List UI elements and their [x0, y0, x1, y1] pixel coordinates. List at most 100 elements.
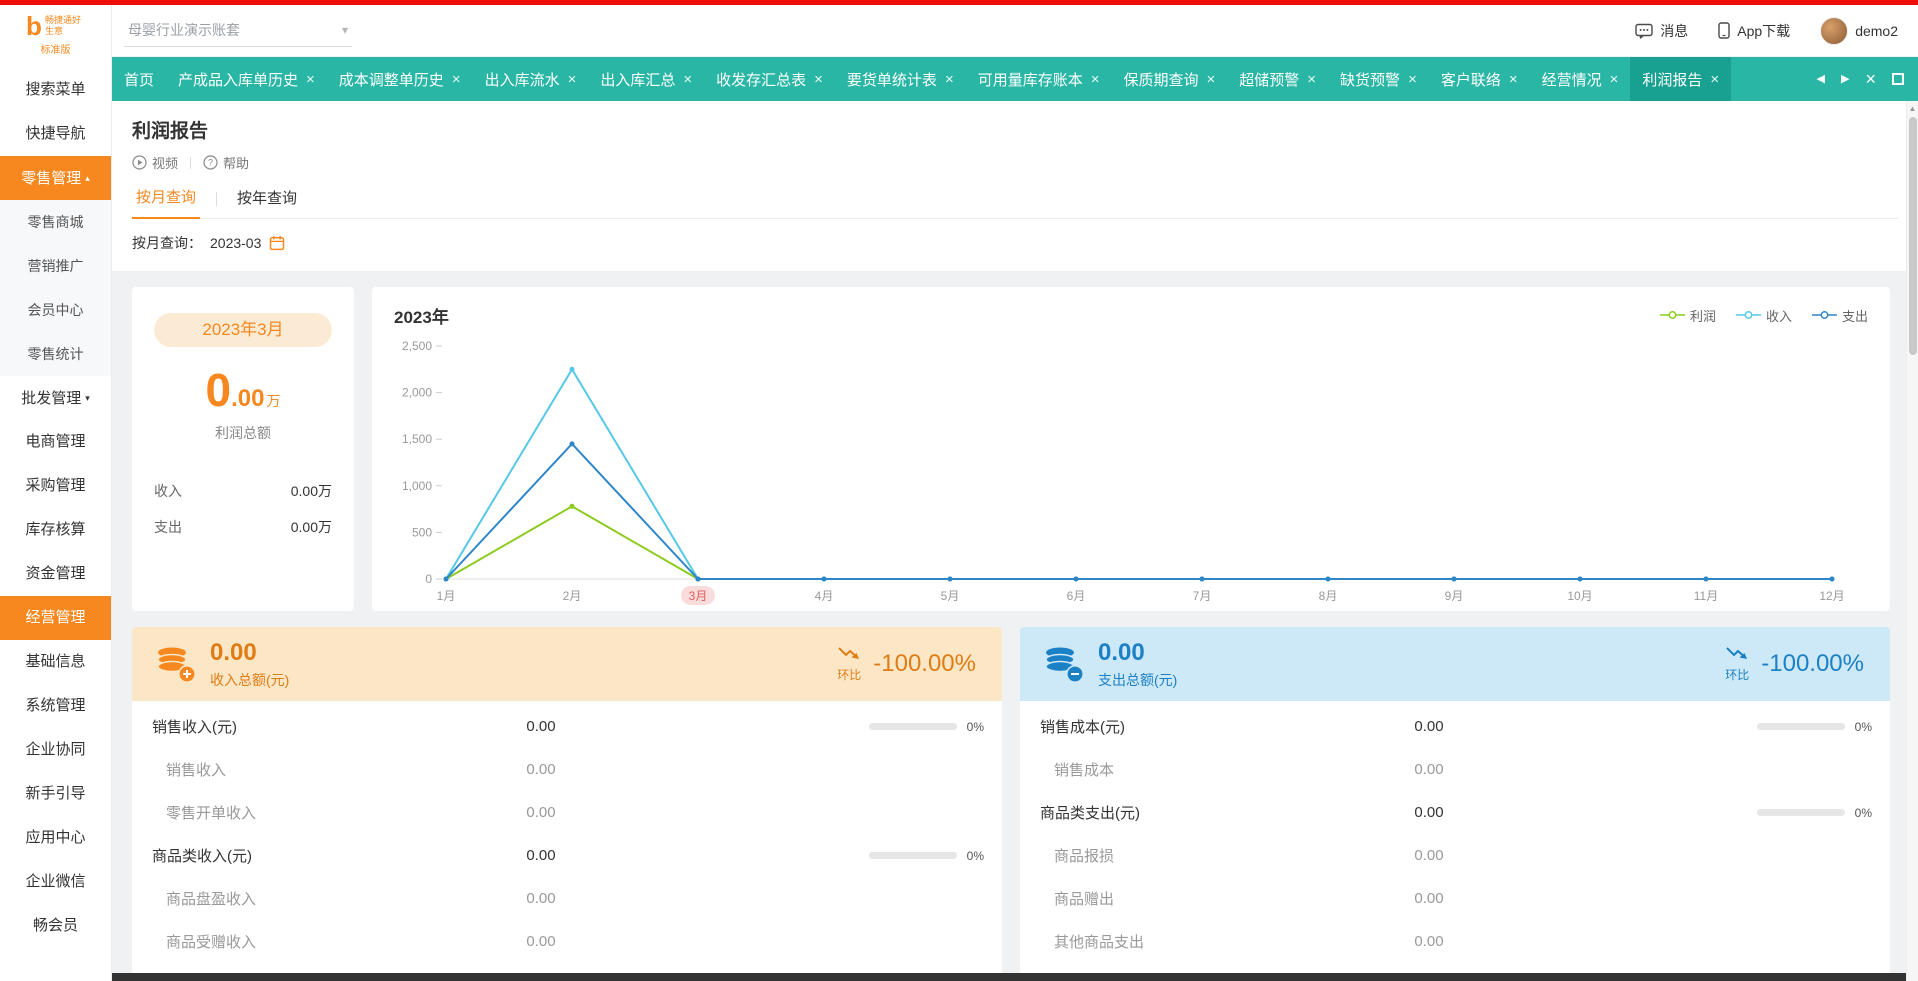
svg-text:?: ?	[208, 158, 213, 168]
sidebar-item-15[interactable]: 系统管理	[0, 684, 111, 728]
tab-close-icon[interactable]: ×	[1206, 70, 1216, 88]
tab-label: 客户联络	[1440, 71, 1501, 89]
sidebar-item-label: 批发管理	[21, 390, 82, 407]
sidebar-item-20[interactable]: 畅会员	[0, 904, 111, 948]
row-label: 收入	[154, 483, 182, 499]
calendar-icon[interactable]	[269, 235, 285, 251]
sidebar-item-14[interactable]: 基础信息	[0, 640, 111, 684]
scroll-up-arrow-icon[interactable]: ▲	[1908, 104, 1917, 113]
percent-label: 0%	[966, 719, 984, 734]
sidebar-item-16[interactable]: 企业协同	[0, 728, 111, 772]
tab-label: 产成品入库单历史	[178, 71, 299, 89]
legend-item-3[interactable]: 支出	[1811, 306, 1868, 325]
sidebar-item-2[interactable]: 快捷导航	[0, 112, 111, 156]
tab-item-11[interactable]: 缺货预警 ×	[1328, 57, 1429, 101]
sidebar-item-13[interactable]: 经营管理	[0, 596, 111, 640]
tab-item-7[interactable]: 要货单统计表 ×	[835, 57, 966, 101]
horizontal-scrollbar[interactable]	[112, 973, 1906, 981]
profit-total-unit: 万	[266, 393, 281, 409]
tab-yearly-query[interactable]: 按年查询	[237, 190, 298, 207]
sidebar-item-17[interactable]: 新手引导	[0, 772, 111, 816]
tab-close-icon[interactable]: ×	[306, 70, 315, 88]
sidebar-item-1[interactable]: 搜索菜单	[0, 68, 111, 112]
tab-monthly-query[interactable]: 按月查询	[132, 186, 201, 219]
stat-row: 其他商品支出 0.00	[1020, 920, 1890, 963]
sidebar-item-label: 基础信息	[25, 653, 86, 670]
tab-scroll-left-icon[interactable]: ◀	[1816, 72, 1826, 85]
legend-item-1[interactable]: 利润	[1659, 306, 1716, 325]
sidebar-item-label: 企业协同	[25, 741, 86, 758]
expense-rows: 销售成本(元) 0.00 0% 销售成本 0.00 商品类支出(元) 0.00 0% 商品报损 0…	[1020, 701, 1890, 981]
sidebar-item-10[interactable]: 采购管理	[0, 464, 111, 508]
row-extra: 0%	[1722, 806, 1872, 820]
sidebar-item-9[interactable]: 电商管理	[0, 420, 111, 464]
tab-item-1[interactable]: 首页	[112, 57, 166, 101]
scrollbar-thumb[interactable]	[1909, 117, 1917, 355]
svg-text:1月: 1月	[437, 589, 456, 603]
tab-label: 收发存汇总表	[716, 71, 807, 89]
sidebar-item-8[interactable]: 批发管理 ▾	[0, 376, 111, 420]
sidebar-item-19[interactable]: 企业微信	[0, 860, 111, 904]
tab-close-icon[interactable]: ×	[451, 70, 461, 88]
tab-item-13[interactable]: 经营情况 ×	[1530, 57, 1631, 101]
message-bubble-icon	[1635, 23, 1653, 39]
row-label: 支出	[154, 519, 182, 535]
sidebar-item-11[interactable]: 库存核算	[0, 508, 111, 552]
topbar-actions: 消息 App下载 demo2	[1635, 16, 1898, 45]
tab-item-4[interactable]: 出入库流水 ×	[473, 57, 589, 101]
fullscreen-icon[interactable]	[1892, 73, 1904, 85]
tab-item-14[interactable]: 利润报告 ×	[1630, 57, 1732, 101]
brand-logo-icon: b	[26, 11, 42, 41]
tab-close-icon[interactable]: ×	[1508, 70, 1518, 88]
tab-close-icon[interactable]: ×	[1609, 70, 1619, 88]
row-extra: 0%	[1722, 720, 1872, 734]
tab-item-12[interactable]: 客户联络 ×	[1429, 57, 1530, 101]
row-value: 0.00	[1414, 718, 1444, 735]
summary-rows: 收入 0.00万 支出 0.00万	[154, 481, 332, 537]
close-tabs-icon[interactable]: ×	[1865, 69, 1876, 89]
tab-item-10[interactable]: 超储预警 ×	[1227, 57, 1328, 101]
tab-item-2[interactable]: 产成品入库单历史 ×	[166, 57, 327, 101]
brand-logo[interactable]: b 畅捷通好生意 标准版	[0, 5, 111, 60]
row-label: 商品报损	[1054, 848, 1115, 865]
tab-close-icon[interactable]: ×	[567, 70, 577, 88]
sidebar-item-7[interactable]: 零售统计	[0, 332, 111, 376]
stat-row: 商品报损 0.00	[1020, 834, 1890, 877]
tab-item-8[interactable]: 可用量库存账本 ×	[966, 57, 1112, 101]
user-menu[interactable]: demo2	[1820, 16, 1898, 45]
row-label: 商品受赠收入	[166, 934, 257, 951]
sidebar-item-label: 会员中心	[27, 302, 84, 318]
sidebar-item-4[interactable]: 零售商城	[0, 200, 111, 244]
legend-item-2[interactable]: 收入	[1735, 306, 1792, 325]
sidebar-item-label: 企业微信	[25, 873, 86, 890]
filter-bar: 按月查询： 2023-03	[112, 219, 1918, 271]
video-link[interactable]: 视频	[132, 153, 178, 172]
help-link[interactable]: ? 帮助	[203, 153, 249, 172]
tab-item-9[interactable]: 保质期查询 ×	[1111, 57, 1227, 101]
vertical-scrollbar[interactable]: ▲	[1906, 101, 1918, 981]
tab-close-icon[interactable]: ×	[1307, 70, 1317, 88]
sidebar-item-12[interactable]: 资金管理	[0, 552, 111, 596]
user-avatar	[1820, 16, 1849, 45]
app-download-button[interactable]: App下载	[1718, 21, 1790, 41]
svg-text:1,500: 1,500	[402, 432, 432, 446]
tab-close-icon[interactable]: ×	[1090, 70, 1100, 88]
tab-close-icon[interactable]: ×	[814, 70, 823, 88]
tab-item-3[interactable]: 成本调整单历史 ×	[327, 57, 473, 101]
sidebar-item-6[interactable]: 会员中心	[0, 288, 111, 332]
tab-close-icon[interactable]: ×	[944, 70, 954, 88]
sidebar-item-18[interactable]: 应用中心	[0, 816, 111, 860]
svg-text:8月: 8月	[1319, 589, 1338, 603]
tab-close-icon[interactable]: ×	[683, 70, 693, 88]
tab-scroll-right-icon[interactable]: ▶	[1841, 72, 1850, 85]
month-picker-value[interactable]: 2023-03	[210, 235, 262, 251]
tab-close-icon[interactable]: ×	[1408, 70, 1417, 88]
sidebar-item-3[interactable]: 零售管理 ▴	[0, 156, 111, 200]
tab-close-icon[interactable]: ×	[1710, 70, 1720, 88]
account-selector[interactable]: 母婴行业演示账套 ▾	[124, 15, 352, 47]
messages-button[interactable]: 消息	[1635, 21, 1688, 41]
sidebar-item-5[interactable]: 营销推广	[0, 244, 111, 288]
tab-item-6[interactable]: 收发存汇总表 ×	[704, 57, 835, 101]
tab-item-5[interactable]: 出入库汇总 ×	[588, 57, 704, 101]
